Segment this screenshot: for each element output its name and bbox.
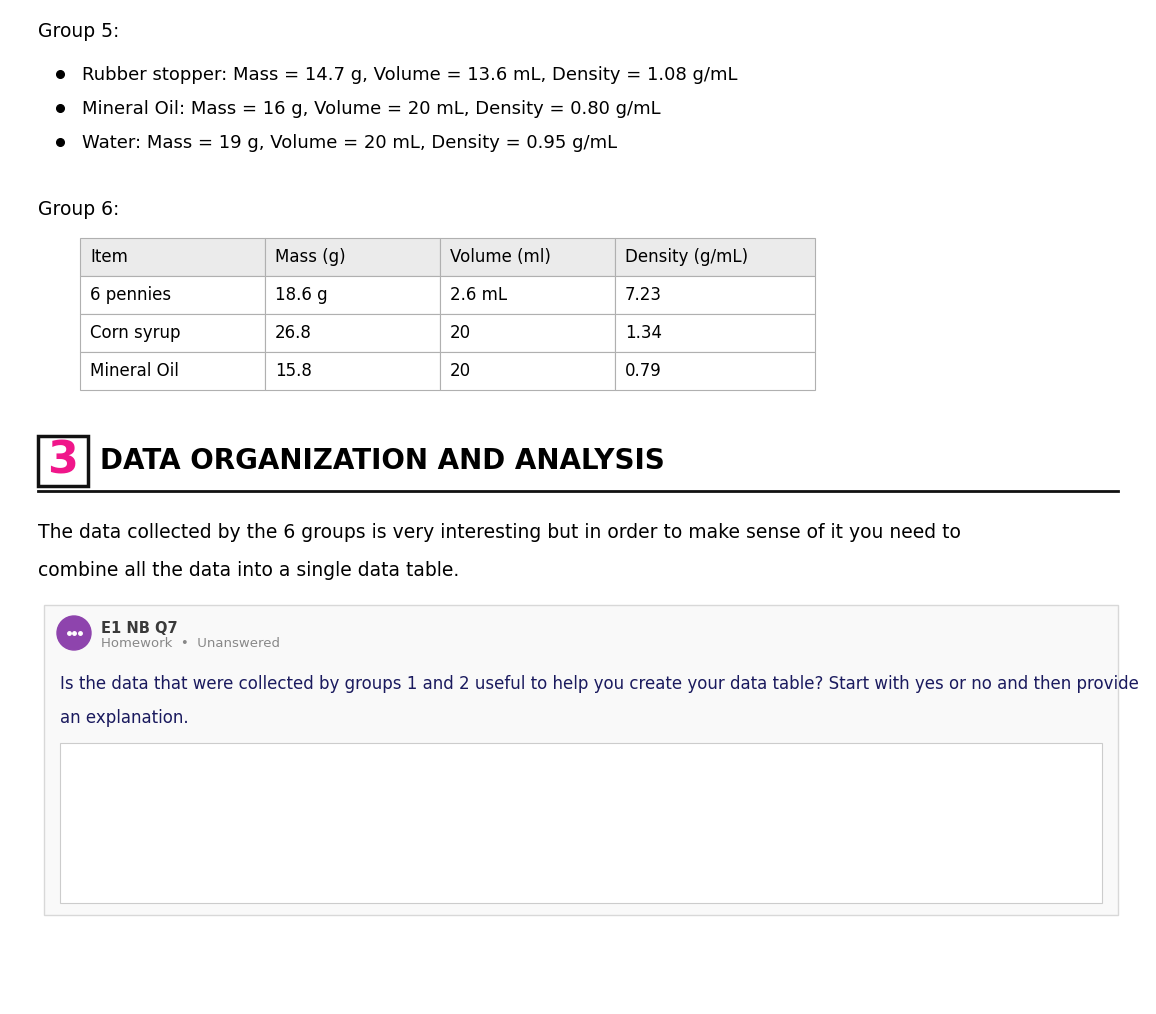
Bar xyxy=(265,314,440,352)
Bar xyxy=(615,352,815,390)
Text: Rubber stopper: Mass = 14.7 g, Volume = 13.6 mL, Density = 1.08 g/mL: Rubber stopper: Mass = 14.7 g, Volume = … xyxy=(82,66,738,84)
Bar xyxy=(440,238,615,276)
Text: Corn syrup: Corn syrup xyxy=(90,324,180,342)
Text: 20: 20 xyxy=(450,324,472,342)
Bar xyxy=(265,276,440,314)
Text: 7.23: 7.23 xyxy=(625,286,662,304)
Text: Is the data that were collected by groups 1 and 2 useful to help you create your: Is the data that were collected by group… xyxy=(60,675,1139,693)
Text: 0.79: 0.79 xyxy=(625,362,661,380)
Bar xyxy=(265,238,440,276)
Bar xyxy=(38,436,88,486)
Bar xyxy=(440,276,615,314)
Text: 1.34: 1.34 xyxy=(625,324,662,342)
Text: DATA ORGANIZATION AND ANALYSIS: DATA ORGANIZATION AND ANALYSIS xyxy=(101,447,665,475)
Text: E1 NB Q7: E1 NB Q7 xyxy=(101,621,178,636)
Text: Mass (g): Mass (g) xyxy=(275,248,346,266)
Text: 20: 20 xyxy=(450,362,472,380)
Text: The data collected by the 6 groups is very interesting but in order to make sens: The data collected by the 6 groups is ve… xyxy=(38,523,961,542)
Text: 3: 3 xyxy=(47,439,79,483)
Text: 26.8: 26.8 xyxy=(275,324,312,342)
Bar xyxy=(615,276,815,314)
Text: 2.6 mL: 2.6 mL xyxy=(450,286,507,304)
Circle shape xyxy=(57,615,91,650)
Text: 18.6 g: 18.6 g xyxy=(275,286,327,304)
Text: 15.8: 15.8 xyxy=(275,362,312,380)
Text: Mineral Oil: Mass = 16 g, Volume = 20 mL, Density = 0.80 g/mL: Mineral Oil: Mass = 16 g, Volume = 20 mL… xyxy=(82,100,660,118)
Text: Group 5:: Group 5: xyxy=(38,22,119,41)
Bar xyxy=(80,352,265,390)
Bar xyxy=(440,352,615,390)
Text: Water: Mass = 19 g, Volume = 20 mL, Density = 0.95 g/mL: Water: Mass = 19 g, Volume = 20 mL, Dens… xyxy=(82,134,617,152)
Text: 6 pennies: 6 pennies xyxy=(90,286,171,304)
Text: Homework  •  Unanswered: Homework • Unanswered xyxy=(101,637,280,650)
Bar xyxy=(80,276,265,314)
Text: Item: Item xyxy=(90,248,128,266)
Bar xyxy=(615,238,815,276)
Text: combine all the data into a single data table.: combine all the data into a single data … xyxy=(38,561,459,580)
Bar xyxy=(80,314,265,352)
Text: Density (g/mL): Density (g/mL) xyxy=(625,248,748,266)
Text: Volume (ml): Volume (ml) xyxy=(450,248,551,266)
Bar xyxy=(80,238,265,276)
Bar xyxy=(615,314,815,352)
Text: Mineral Oil: Mineral Oil xyxy=(90,362,179,380)
Bar xyxy=(440,314,615,352)
Bar xyxy=(265,352,440,390)
Text: an explanation.: an explanation. xyxy=(60,709,188,727)
Bar xyxy=(60,743,1102,903)
Bar xyxy=(44,605,1118,915)
Text: Group 6:: Group 6: xyxy=(38,200,119,219)
